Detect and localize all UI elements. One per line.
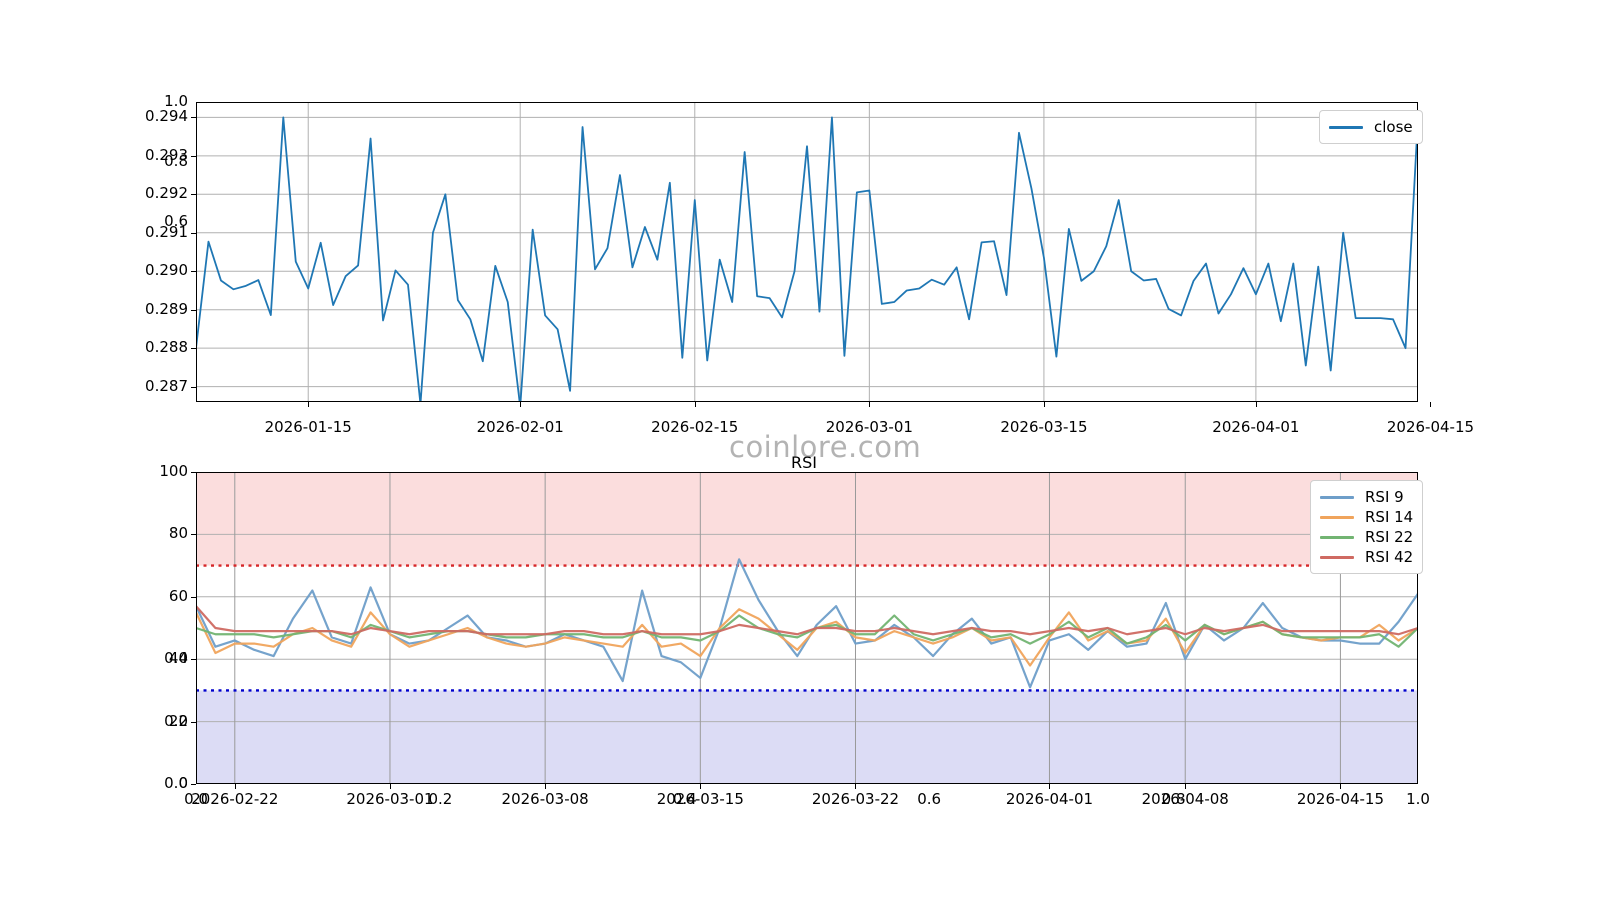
rsi-x-overlay-tick-1.0: 1.0 [1406,790,1430,808]
legend-label: close [1374,118,1413,136]
price-x-tick-mark [1043,402,1045,407]
price-y-tick-mark [191,386,196,388]
rsi-y-tick-mark [191,659,196,661]
price-y-tick-0.288: 0.288 [145,338,188,357]
price-chart-panel [196,102,1418,402]
price-y-overlay-tick-0.6: 0.6 [164,212,188,230]
rsi-y-overlay-tick-0.4: 0.4 [164,649,188,668]
price-y-tick-0.291: 0.291 [145,222,188,241]
rsi-x-overlay-tick-0.2: 0.2 [428,790,453,808]
legend-label: RSI 9 [1365,488,1404,506]
rsi-y-overlay-tick-0.0: 0.0 [164,774,188,792]
price-x-tick-2026-03-15: 2026-03-15 [1000,418,1088,436]
price-y-tick-mark [191,194,196,196]
price-y-tick-0.294: 0.294 [145,107,188,126]
price-x-tick-mark [694,402,696,407]
price-x-tick-mark [1255,402,1257,407]
watermark: coinlore.com [729,430,922,464]
legend-item-close[interactable]: close [1329,117,1413,137]
price-y-tick-mark [191,232,196,234]
rsi-y-tick-100: 100 [159,462,188,480]
legend-item-rsi-42[interactable]: RSI 42 [1320,547,1413,567]
rsi-x-tick-2026-03-22: 2026-03-22 [811,790,900,808]
rsi-y-tick-mark [191,721,196,723]
price-x-tick-2026-03-01: 2026-03-01 [825,418,913,436]
price-y-tick-mark [191,309,196,311]
rsi-x-tick-mark [1049,784,1051,789]
price-y-overlay-tick-0.8: 0.8 [164,152,188,170]
rsi-x-overlay-tick-0.6: 0.6 [917,790,942,808]
rsi-x-tick-mark [700,784,702,789]
rsi-y-tick-20: 20 [168,711,188,730]
price-y-tick-0.292: 0.292 [145,184,188,203]
price-x-tick-mark [308,402,310,407]
price-x-tick-2026-02-15: 2026-02-15 [651,418,739,436]
price-x-tick-2026-04-15: 2026-04-15 [1386,418,1475,436]
legend-label: RSI 42 [1365,548,1414,566]
rsi-y-tick-mark [191,534,196,536]
legend-swatch-icon [1320,555,1354,559]
legend-item-rsi-9[interactable]: RSI 9 [1320,487,1413,507]
rsi-x-overlay-tick-0.0: 0.0 [184,790,208,808]
price-x-tick-mark [869,402,871,407]
price-y-tick-0.287: 0.287 [145,376,188,395]
price-y-tick-mark [191,117,196,119]
price-y-tick-mark [191,155,196,157]
legend-item-rsi-14[interactable]: RSI 14 [1320,507,1413,527]
price-x-tick-mark [1430,402,1432,407]
price-chart-legend[interactable]: close [1319,110,1423,144]
legend-label: RSI 14 [1365,508,1414,526]
price-y-tick-0.290: 0.290 [145,261,188,280]
rsi-x-tick-2026-04-08: 2026-04-08 [1141,790,1229,808]
rsi-x-tick-mark [234,784,236,789]
rsi-x-tick-mark [1340,784,1342,789]
rsi-x-overlay-tick-0.4: 0.4 [672,790,697,808]
rsi-x-tick-2026-03-01: 2026-03-01 [346,790,434,808]
legend-item-rsi-22[interactable]: RSI 22 [1320,527,1413,547]
rsi-y-tick-40: 40 [168,649,188,668]
rsi-x-tick-mark [389,784,391,789]
rsi-chart-legend[interactable]: RSI 9 RSI 14 RSI 22 RSI 42 [1310,480,1424,574]
price-y-tick-mark [191,271,196,273]
legend-swatch-icon [1329,125,1363,129]
rsi-x-tick-2026-02-22: 2026-02-22 [191,790,279,808]
rsi-x-tick-mark [855,784,857,789]
rsi-y-tick-60: 60 [168,586,188,605]
rsi-x-tick-2026-03-15: 2026-03-15 [656,790,744,808]
rsi-x-tick-mark [545,784,547,789]
legend-swatch-icon [1320,495,1354,499]
rsi-y-tick-0: 0 [178,774,188,792]
rsi-x-tick-2026-03-08: 2026-03-08 [501,790,589,808]
rsi-y-tick-80: 80 [168,524,188,543]
rsi-chart-title: RSI [791,453,817,472]
price-x-tick-2026-04-01: 2026-04-01 [1212,418,1300,436]
price-y-tick-0.293: 0.293 [145,145,188,164]
rsi-chart-panel [196,472,1418,784]
rsi-y-tick-mark [191,784,196,785]
price-x-tick-2026-01-15: 2026-01-15 [264,418,352,436]
price-y-tick-0.289: 0.289 [145,299,188,318]
rsi-x-tick-2026-04-15: 2026-04-15 [1296,790,1384,808]
legend-label: RSI 22 [1365,528,1414,546]
rsi-x-tick-2026-04-01: 2026-04-01 [1005,790,1094,808]
rsi-y-tick-mark [191,472,196,473]
price-y-tick-mark [191,348,196,350]
rsi-y-overlay-tick-0.2: 0.2 [164,711,188,730]
legend-swatch-icon [1320,535,1354,539]
legend-swatch-icon [1320,515,1354,519]
rsi-y-tick-mark [191,596,196,598]
rsi-x-overlay-tick-0.8: 0.8 [1161,790,1186,808]
rsi-chart-svg [196,472,1418,784]
price-x-tick-2026-02-01: 2026-02-01 [476,418,564,436]
price-x-tick-mark [520,402,522,407]
price-y-overlay-tick-1.0: 1.0 [164,92,188,110]
price-chart-svg [196,102,1418,402]
rsi-x-tick-mark [1185,784,1187,789]
